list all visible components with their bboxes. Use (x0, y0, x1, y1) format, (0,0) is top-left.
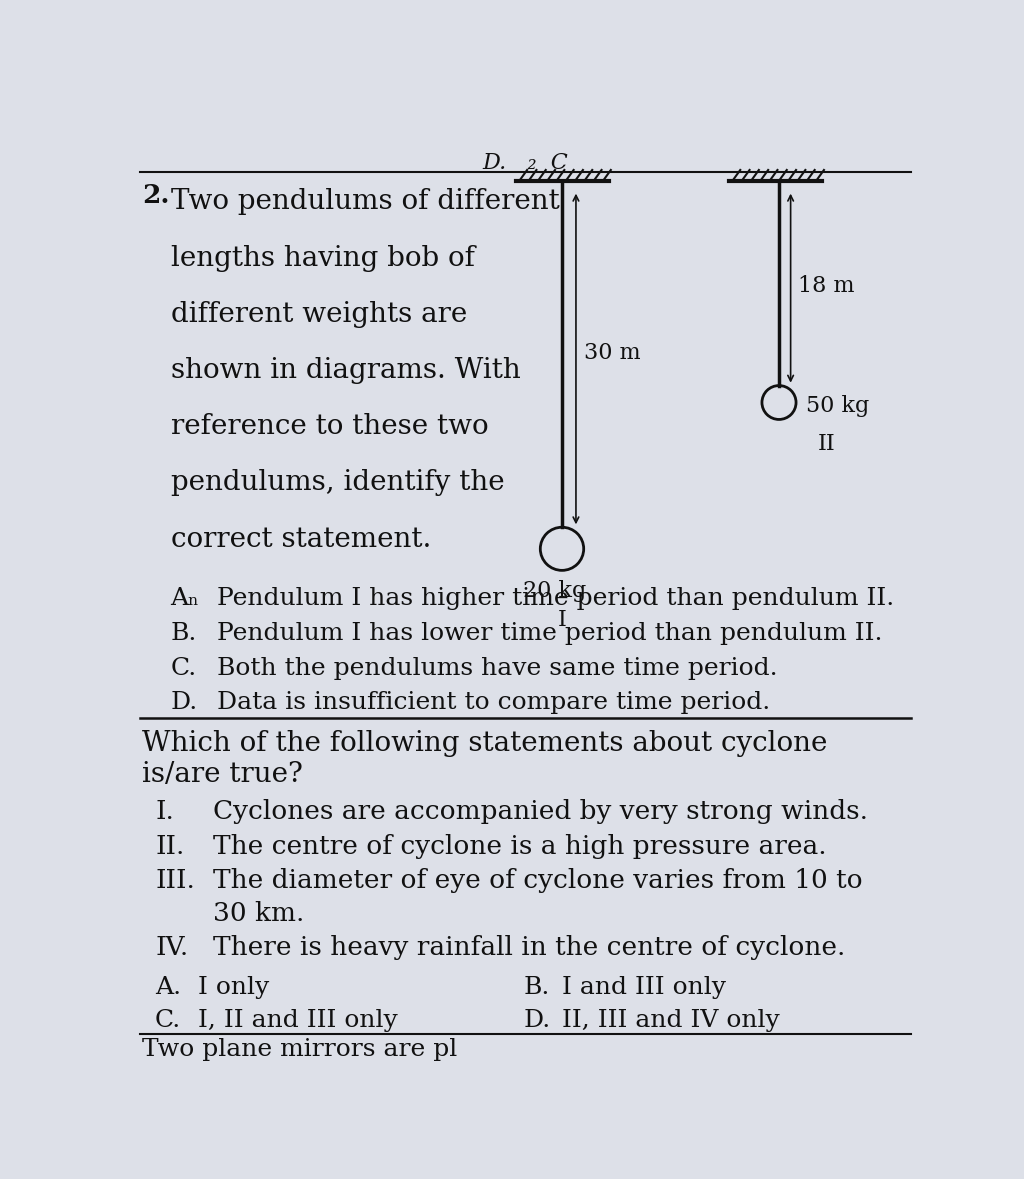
Text: D.: D. (523, 1009, 551, 1033)
Text: 30 km.: 30 km. (213, 901, 304, 926)
Text: is/are true?: is/are true? (142, 760, 303, 788)
Text: II, III and IV only: II, III and IV only (562, 1009, 779, 1033)
Text: I only: I only (198, 976, 269, 999)
Text: Cyclones are accompanied by very strong winds.: Cyclones are accompanied by very strong … (213, 799, 868, 824)
Text: shown in diagrams. With: shown in diagrams. With (171, 357, 520, 384)
Text: lengths having bob of: lengths having bob of (171, 245, 475, 271)
Text: reference to these two: reference to these two (171, 414, 488, 440)
Text: Pendulum I has higher time period than pendulum II.: Pendulum I has higher time period than p… (217, 587, 894, 611)
Text: A.: A. (155, 976, 181, 999)
Text: II: II (818, 434, 836, 455)
Text: The diameter of eye of cyclone varies from 10 to: The diameter of eye of cyclone varies fr… (213, 869, 863, 894)
Text: The centre of cyclone is a high pressure area.: The centre of cyclone is a high pressure… (213, 834, 826, 858)
Text: I: I (557, 608, 566, 631)
Text: correct statement.: correct statement. (171, 526, 431, 553)
Text: Two plane mirrors are pl: Two plane mirrors are pl (142, 1038, 457, 1061)
Text: B.: B. (523, 976, 550, 999)
Text: D.   ₂  C: D. ₂ C (482, 152, 567, 174)
Text: Which of the following statements about cyclone: Which of the following statements about … (142, 730, 827, 757)
Text: There is heavy rainfall in the centre of cyclone.: There is heavy rainfall in the centre of… (213, 935, 846, 961)
Text: C.: C. (171, 657, 197, 679)
Text: C.: C. (155, 1009, 181, 1033)
Text: 20 kg: 20 kg (522, 580, 586, 601)
Text: Two pendulums of different: Two pendulums of different (171, 189, 559, 216)
Text: 50 kg: 50 kg (806, 395, 869, 417)
Text: 30 m: 30 m (584, 342, 640, 363)
Text: Aₙ: Aₙ (171, 587, 200, 611)
Text: I, II and III only: I, II and III only (198, 1009, 397, 1033)
Text: Pendulum I has lower time period than pendulum II.: Pendulum I has lower time period than pe… (217, 623, 883, 645)
Text: IV.: IV. (155, 935, 188, 961)
Text: Both the pendulums have same time period.: Both the pendulums have same time period… (217, 657, 778, 679)
Text: 2.: 2. (142, 183, 169, 208)
Text: I.: I. (155, 799, 174, 824)
Text: II.: II. (155, 834, 184, 858)
Text: different weights are: different weights are (171, 301, 467, 328)
Text: Data is insufficient to compare time period.: Data is insufficient to compare time per… (217, 691, 770, 714)
Text: III.: III. (155, 869, 195, 894)
Text: pendulums, identify the: pendulums, identify the (171, 469, 504, 496)
Text: I and III only: I and III only (562, 976, 726, 999)
Text: 18 m: 18 m (799, 275, 855, 297)
Text: B.: B. (171, 623, 197, 645)
Text: D.: D. (171, 691, 198, 714)
